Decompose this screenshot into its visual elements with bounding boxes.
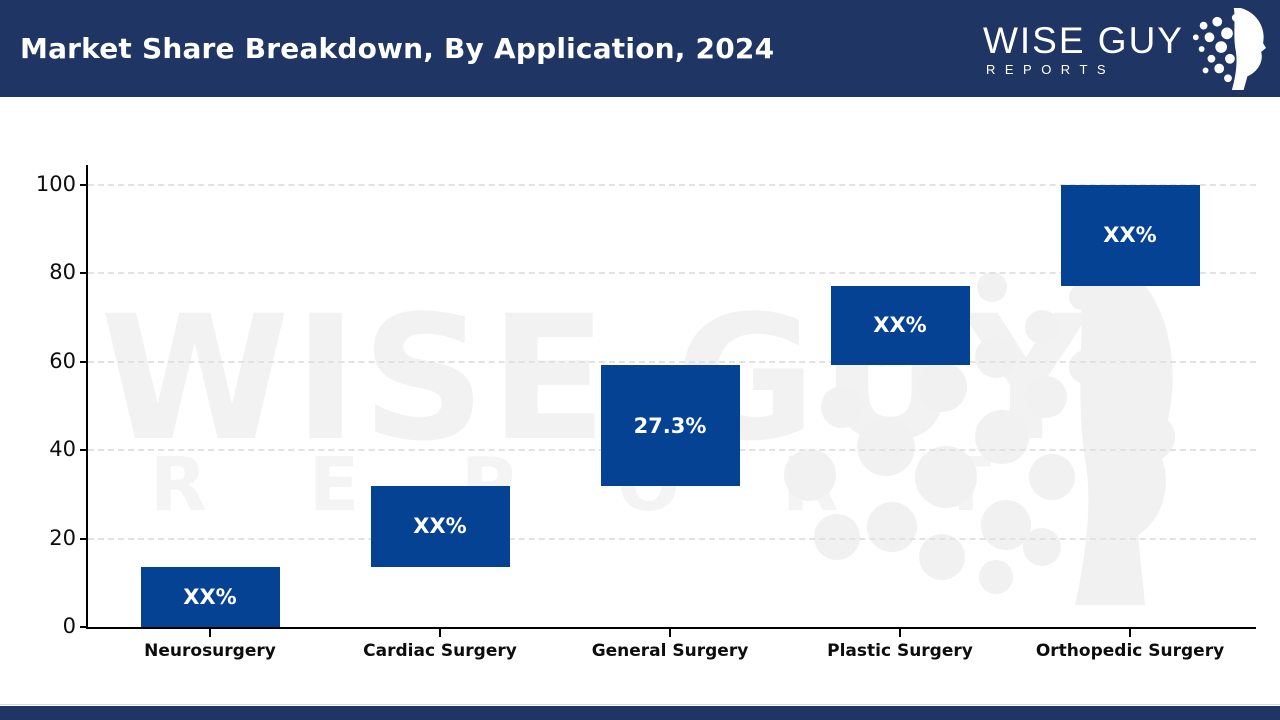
x-axis-tick-mark — [439, 629, 441, 637]
x-axis-tick-mark — [899, 629, 901, 637]
gridline-60 — [88, 360, 1256, 363]
gridline-80 — [88, 272, 1256, 275]
y-axis-tick-label: 80 — [49, 260, 76, 285]
y-axis-tick-label: 100 — [35, 171, 76, 196]
bar-orthopedic-surgery: XX% — [1060, 184, 1200, 286]
y-axis-tick-mark — [80, 626, 88, 628]
y-axis-tick-mark — [80, 360, 88, 363]
x-axis-category-label: General Surgery — [591, 641, 749, 661]
bar-value-label: XX% — [1103, 223, 1157, 248]
y-axis-tick-mark — [80, 449, 88, 452]
brand-logo: WISE GUY REPORTS — [982, 7, 1280, 90]
x-axis-category-label: Plastic Surgery — [827, 641, 973, 661]
y-axis-tick-label: 60 — [49, 348, 76, 373]
bar-cardiac-surgery: XX% — [370, 485, 510, 567]
y-axis-tick-label: 40 — [49, 437, 76, 462]
bar-value-label: XX% — [413, 514, 467, 539]
x-axis-category-label: Cardiac Surgery — [363, 641, 517, 661]
logo-wordmark: WISE GUY — [982, 19, 1184, 61]
y-axis-line — [86, 165, 88, 629]
y-axis-tick-label: 20 — [49, 525, 76, 550]
gridline-100 — [88, 183, 1256, 186]
gridline-20 — [88, 537, 1256, 540]
y-axis-tick-mark — [80, 272, 88, 275]
bar-general-surgery: 27.3% — [600, 365, 740, 486]
x-axis-category-label: Orthopedic Surgery — [1035, 641, 1225, 661]
footer-divider — [0, 704, 1280, 705]
x-axis-tick-mark — [209, 629, 211, 637]
x-axis-category-label: Neurosurgery — [144, 641, 276, 661]
bar-value-label: XX% — [183, 584, 237, 609]
footer-bar — [0, 706, 1280, 720]
bar-plastic-surgery: XX% — [830, 285, 970, 366]
y-axis-tick-mark — [80, 183, 88, 186]
page-title: Market Share Breakdown, By Application, … — [20, 32, 775, 65]
bar-value-label: XX% — [873, 313, 927, 338]
x-axis-tick-mark — [1129, 629, 1131, 637]
bar-value-label: 27.3% — [633, 413, 707, 438]
header-bar: Market Share Breakdown, By Application, … — [0, 0, 1280, 97]
bar-neurosurgery: XX% — [140, 566, 280, 627]
logo-head-icon — [1192, 7, 1266, 90]
y-axis-tick-label: 0 — [62, 614, 76, 638]
y-axis-tick-mark — [80, 537, 88, 540]
x-axis-line — [86, 627, 1256, 629]
logo-subtext: REPORTS — [985, 61, 1116, 77]
x-axis-tick-mark — [669, 629, 671, 637]
